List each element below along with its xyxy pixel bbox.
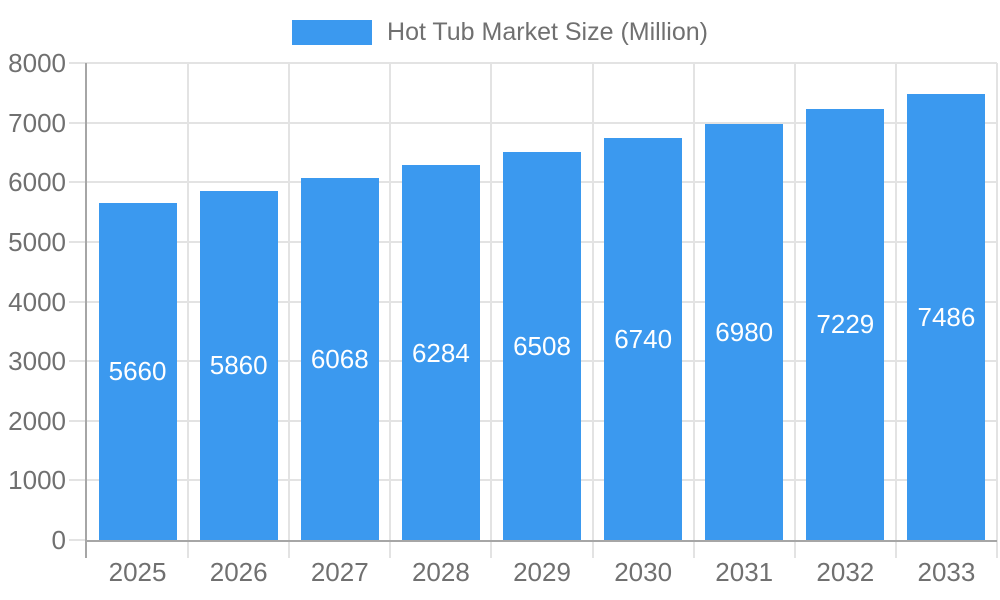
x-axis-tick [894, 540, 897, 558]
x-axis-tick [490, 540, 493, 558]
y-axis-tick [69, 62, 87, 64]
x-axis-tick [288, 540, 291, 558]
bar-2033[interactable] [907, 93, 986, 540]
y-axis-line [85, 63, 87, 558]
y-axis-label: 2000 [8, 405, 66, 436]
y-axis-label: 3000 [8, 346, 66, 377]
x-axis-label: 2027 [310, 557, 369, 587]
bar-value-label: 7229 [816, 309, 875, 340]
gridline-x [288, 63, 291, 540]
x-axis-tick [591, 540, 594, 558]
x-axis-tick [692, 540, 695, 558]
bar-value-label: 6068 [310, 344, 369, 375]
x-axis-tick [996, 540, 998, 558]
y-axis-label: 7000 [8, 107, 66, 138]
bar-2032[interactable] [806, 108, 885, 540]
y-axis-tick [69, 360, 87, 363]
x-axis-tick [187, 540, 190, 558]
x-axis-label: 2031 [715, 557, 774, 587]
x-axis-label: 2030 [614, 557, 673, 587]
legend-item[interactable]: Hot Tub Market Size (Million) [292, 18, 708, 47]
bar-2029[interactable] [503, 151, 581, 540]
x-axis-tick [793, 540, 796, 558]
y-axis-tick [69, 181, 87, 184]
y-axis-tick [69, 240, 87, 243]
y-axis-tick [69, 479, 87, 482]
bar-value-label: 6740 [614, 324, 673, 355]
bar-value-label: 5860 [209, 350, 268, 381]
y-axis-tick [69, 121, 87, 124]
gridline-x [187, 63, 190, 540]
bar-value-label: 5660 [108, 356, 167, 387]
legend-label: Hot Tub Market Size (Million) [387, 18, 708, 46]
y-axis-tick [69, 419, 87, 422]
gridline-x [490, 63, 493, 540]
gridline-x [894, 63, 897, 540]
bar-2025[interactable] [98, 202, 177, 540]
gridline-x [793, 63, 796, 540]
bar-2026[interactable] [199, 190, 278, 540]
x-axis-tick [389, 540, 392, 558]
y-axis-label: 0 [51, 525, 66, 555]
gridline-x [996, 63, 998, 540]
bar-2028[interactable] [401, 165, 480, 540]
gridline-x [591, 63, 594, 540]
y-axis-label: 8000 [8, 48, 66, 78]
x-axis-label: 2032 [816, 557, 875, 587]
bar-value-label: 6980 [715, 316, 774, 347]
x-axis-label: 2029 [513, 557, 571, 587]
y-axis-label: 1000 [8, 465, 66, 496]
x-axis-label: 2026 [209, 557, 268, 587]
bar-value-label: 7486 [917, 301, 976, 332]
bar-value-label: 6284 [411, 337, 470, 368]
bar-2031[interactable] [705, 123, 784, 540]
y-axis-label: 6000 [8, 167, 66, 198]
x-axis-line [85, 540, 997, 542]
legend-swatch-icon [292, 20, 373, 45]
gridline-y [87, 121, 997, 124]
bar-2030[interactable] [604, 138, 683, 540]
gridline-x [389, 63, 392, 540]
y-axis-tick [69, 539, 87, 541]
x-axis-label: 2033 [917, 557, 976, 587]
x-axis-label: 2028 [411, 557, 470, 587]
x-axis-label: 2025 [108, 557, 167, 587]
chart-legend: Hot Tub Market Size (Million) [0, 18, 1000, 47]
gridline-y [87, 62, 997, 64]
bar-value-label: 6508 [513, 330, 571, 361]
y-axis-tick [69, 300, 87, 303]
gridline-x [692, 63, 695, 540]
bar-2027[interactable] [300, 178, 379, 540]
y-axis-label: 5000 [8, 226, 66, 257]
y-axis-label: 4000 [8, 286, 66, 317]
